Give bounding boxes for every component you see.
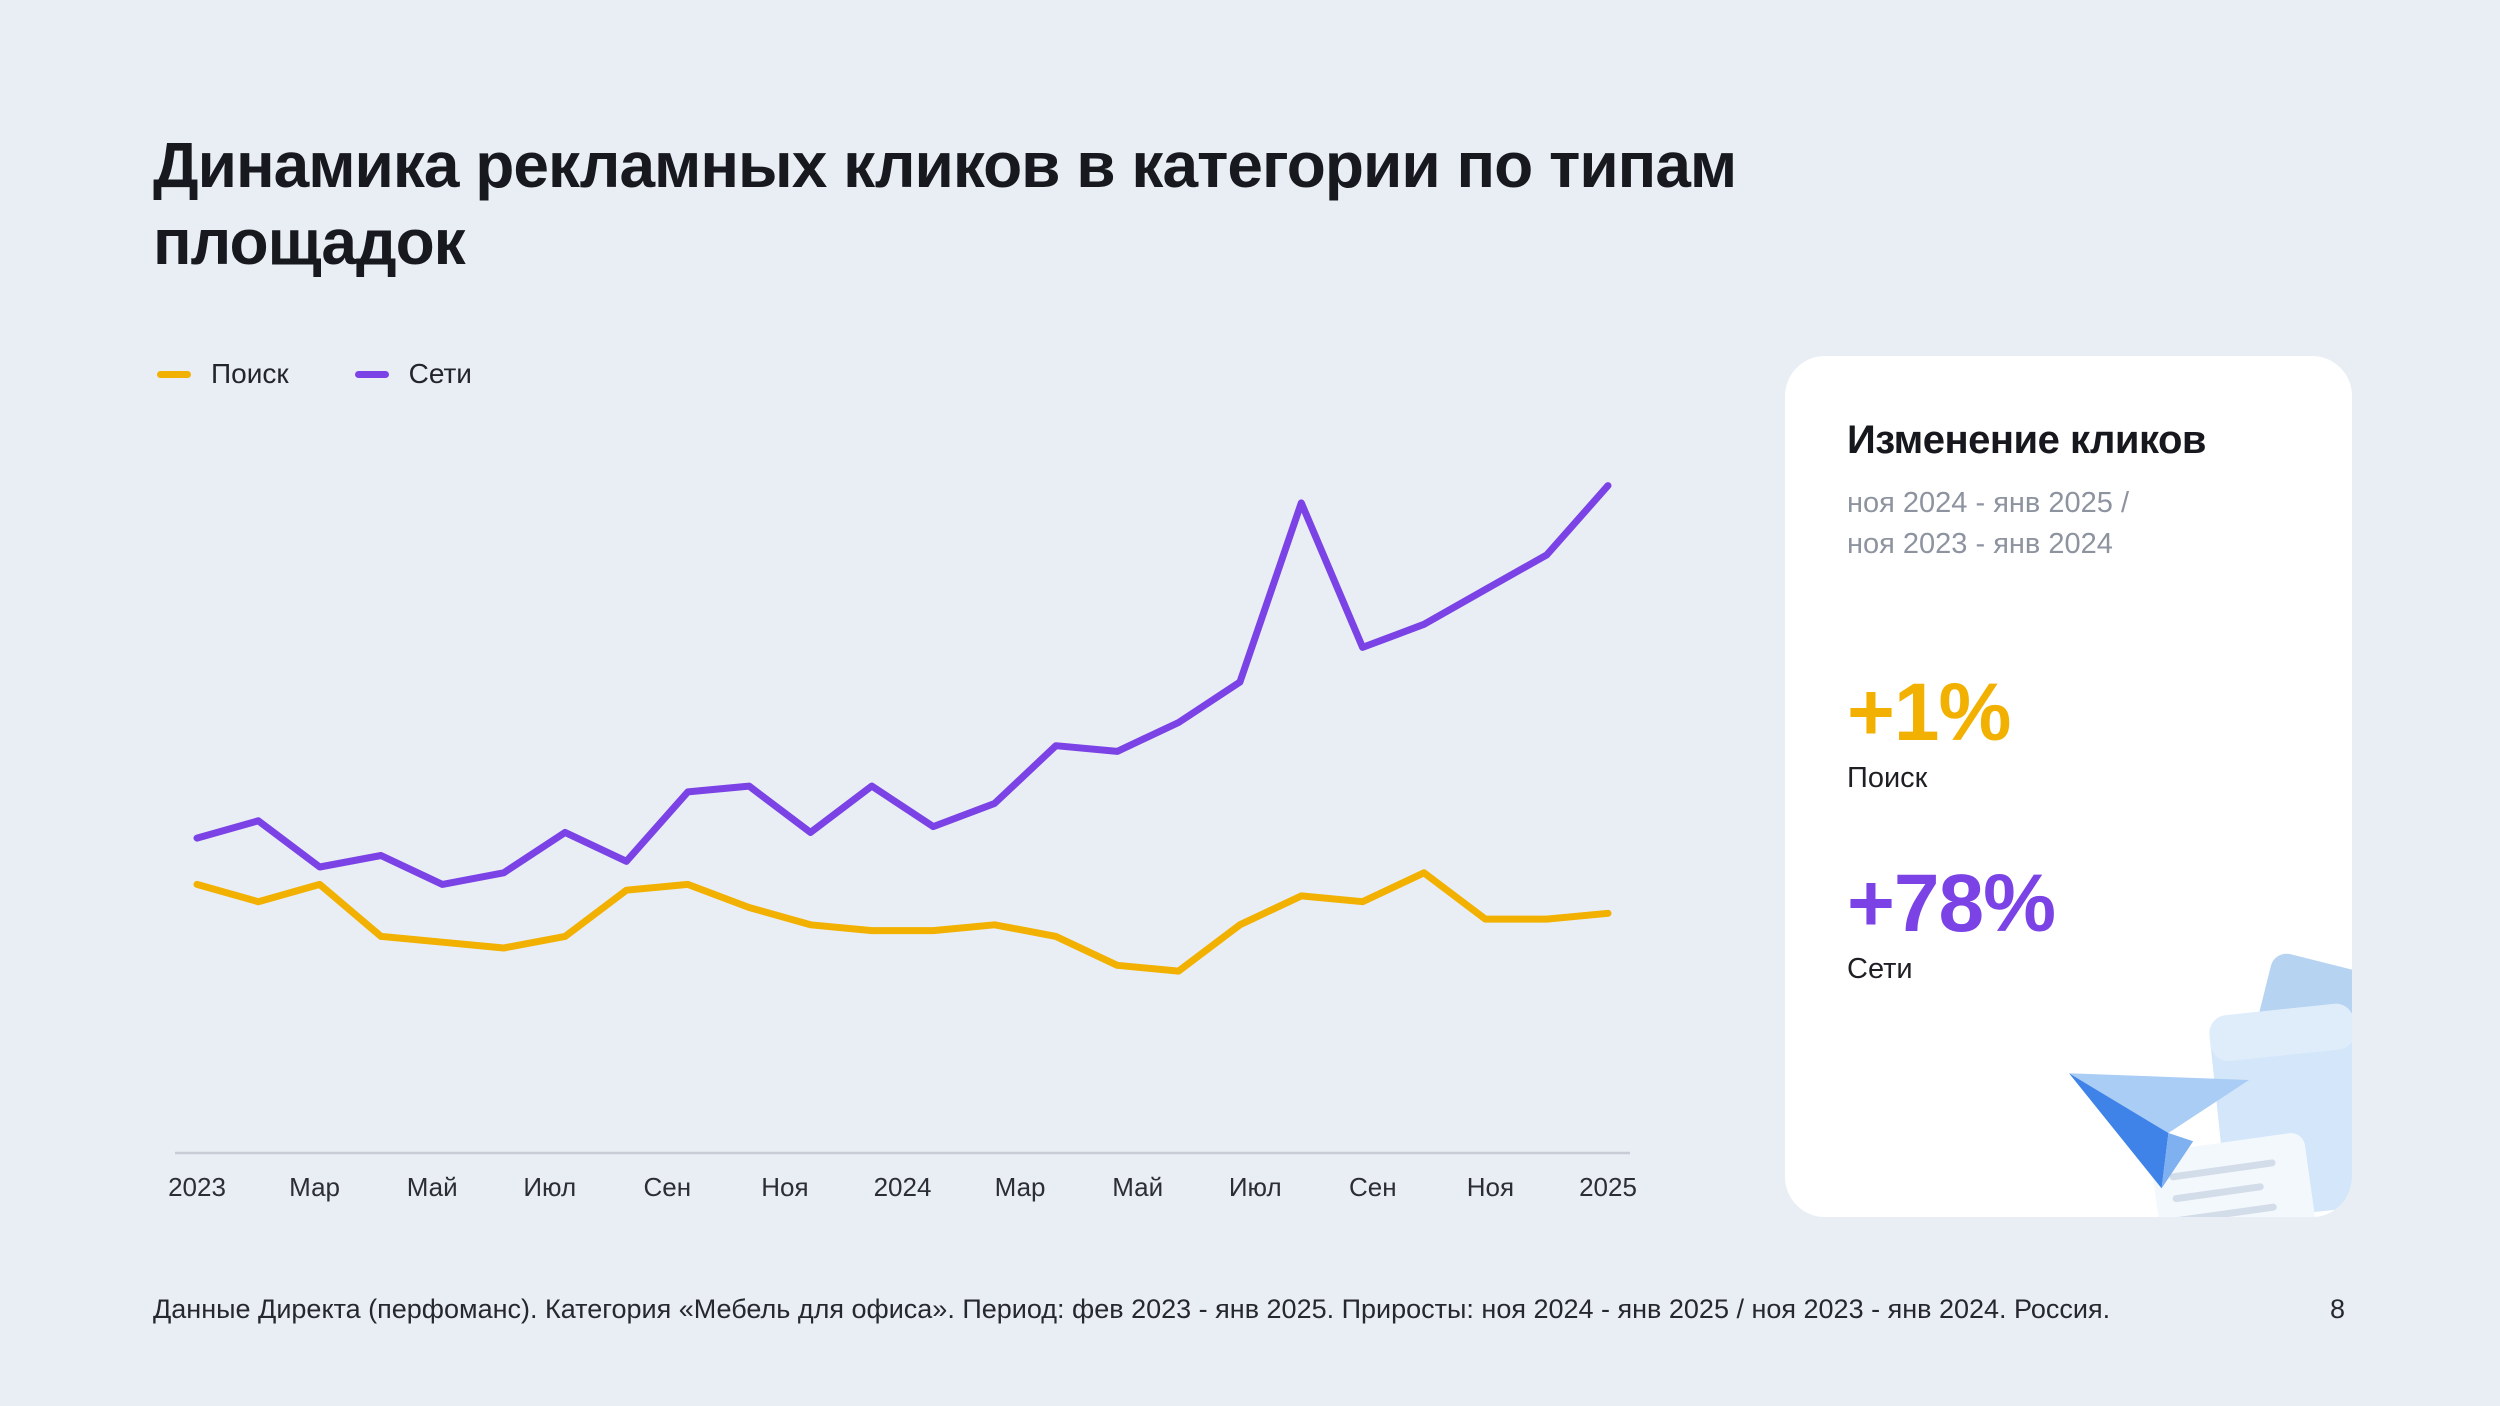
x-tick-label: Сен (1349, 1172, 1397, 1202)
legend-label: Сети (408, 358, 472, 389)
legend-item-seti: Сети (354, 358, 472, 390)
x-tick-label: Ноя (761, 1172, 809, 1202)
metric-poisk-value: +1% (1847, 667, 2011, 759)
line-chart (175, 458, 1630, 1158)
x-tick-label: Июл (1228, 1172, 1282, 1202)
legend-label: Поиск (211, 358, 289, 389)
x-axis-tick-labels: 2023 Мар Май Июл Сен Ноя 2024 Мар Май Июл Сен Ноя 20… (168, 1172, 1637, 1212)
series-line-seti (193, 482, 1612, 888)
x-tick-label: Мар (994, 1172, 1046, 1202)
chart-canvas (175, 482, 1630, 1155)
x-tick-label: Май (406, 1172, 458, 1202)
x-tick-label: Май (1112, 1172, 1164, 1202)
change-summary-content: Изменение кликов ноя 2024 - янв 2025 / н… (1785, 356, 2352, 986)
metric-poisk: +1% Поиск (1847, 672, 2292, 795)
metric-poisk-label: Поиск (1847, 762, 1928, 795)
legend-item-poisk: Поиск (157, 358, 289, 390)
paper-plane-icon (2069, 1073, 2249, 1189)
document-icon (2151, 1133, 2317, 1217)
page-title: Динамика рекламных кликов в категории по… (153, 128, 1737, 278)
page-number: 8 (2329, 1294, 2345, 1324)
change-summary-card: Изменение кликов ноя 2024 - янв 2025 / н… (1785, 356, 2352, 1217)
front-folder-icon (2209, 1003, 2352, 1217)
card-title: Изменение кликов (1847, 418, 2207, 462)
series-line-poisk (193, 869, 1612, 975)
metric-seti-label: Сети (1847, 953, 1913, 986)
card-subtitle: ноя 2024 - янв 2025 / ноя 2023 - янв 202… (1847, 483, 2292, 564)
card-subtitle-line-1: ноя 2024 - янв 2025 / (1847, 487, 2129, 519)
x-tick-label: 2023 (168, 1172, 226, 1202)
legend-swatch-icon (157, 370, 191, 378)
x-tick-label: Сен (643, 1172, 692, 1202)
metric-seti-value: +78% (1847, 858, 2056, 950)
legend-swatch-icon (354, 370, 389, 378)
x-tick-label: Июл (523, 1172, 577, 1202)
card-subtitle-line-2: ноя 2023 - янв 2024 (1847, 527, 2113, 560)
metric-seti: +78% Сети (1847, 863, 2292, 986)
x-tick-label: Ноя (1466, 1172, 1515, 1202)
chart-legend: Поиск Сети (157, 358, 472, 390)
x-tick-label: 2024 (873, 1172, 932, 1202)
x-tick-label: Мар (289, 1172, 341, 1202)
footer-source-note: Данные Директа (перфоманс). Категория «М… (153, 1294, 2111, 1324)
x-tick-label: 2025 (1579, 1172, 1637, 1202)
